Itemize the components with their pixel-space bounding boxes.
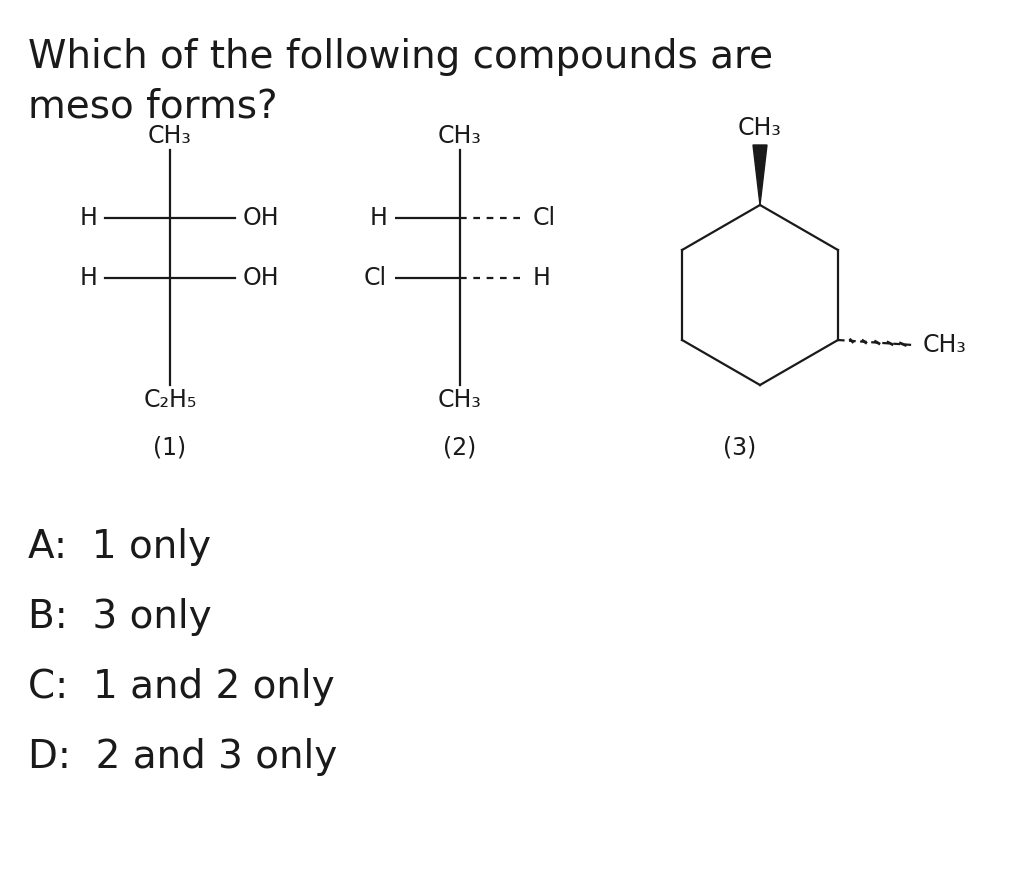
Text: CH₃: CH₃ [438,124,482,148]
Text: H: H [534,266,551,290]
Text: meso forms?: meso forms? [28,88,278,126]
Polygon shape [753,145,767,205]
Text: (2): (2) [443,435,476,459]
Text: OH: OH [243,266,280,290]
Text: C₂H₅: C₂H₅ [143,388,197,412]
Text: CH₃: CH₃ [923,333,967,357]
Text: Which of the following compounds are: Which of the following compounds are [28,38,773,76]
Text: H: H [79,266,97,290]
Text: D:  2 and 3 only: D: 2 and 3 only [28,738,337,776]
Text: C:  1 and 2 only: C: 1 and 2 only [28,668,335,706]
Text: CH₃: CH₃ [438,388,482,412]
Text: CH₃: CH₃ [148,124,191,148]
Text: A:  1 only: A: 1 only [28,528,211,566]
Text: OH: OH [243,206,280,230]
Text: (1): (1) [154,435,186,459]
Text: H: H [369,206,387,230]
Text: (3): (3) [723,435,757,459]
Text: B:  3 only: B: 3 only [28,598,212,636]
Text: Cl: Cl [534,206,556,230]
Text: H: H [79,206,97,230]
Text: CH₃: CH₃ [738,116,782,140]
Text: Cl: Cl [364,266,387,290]
